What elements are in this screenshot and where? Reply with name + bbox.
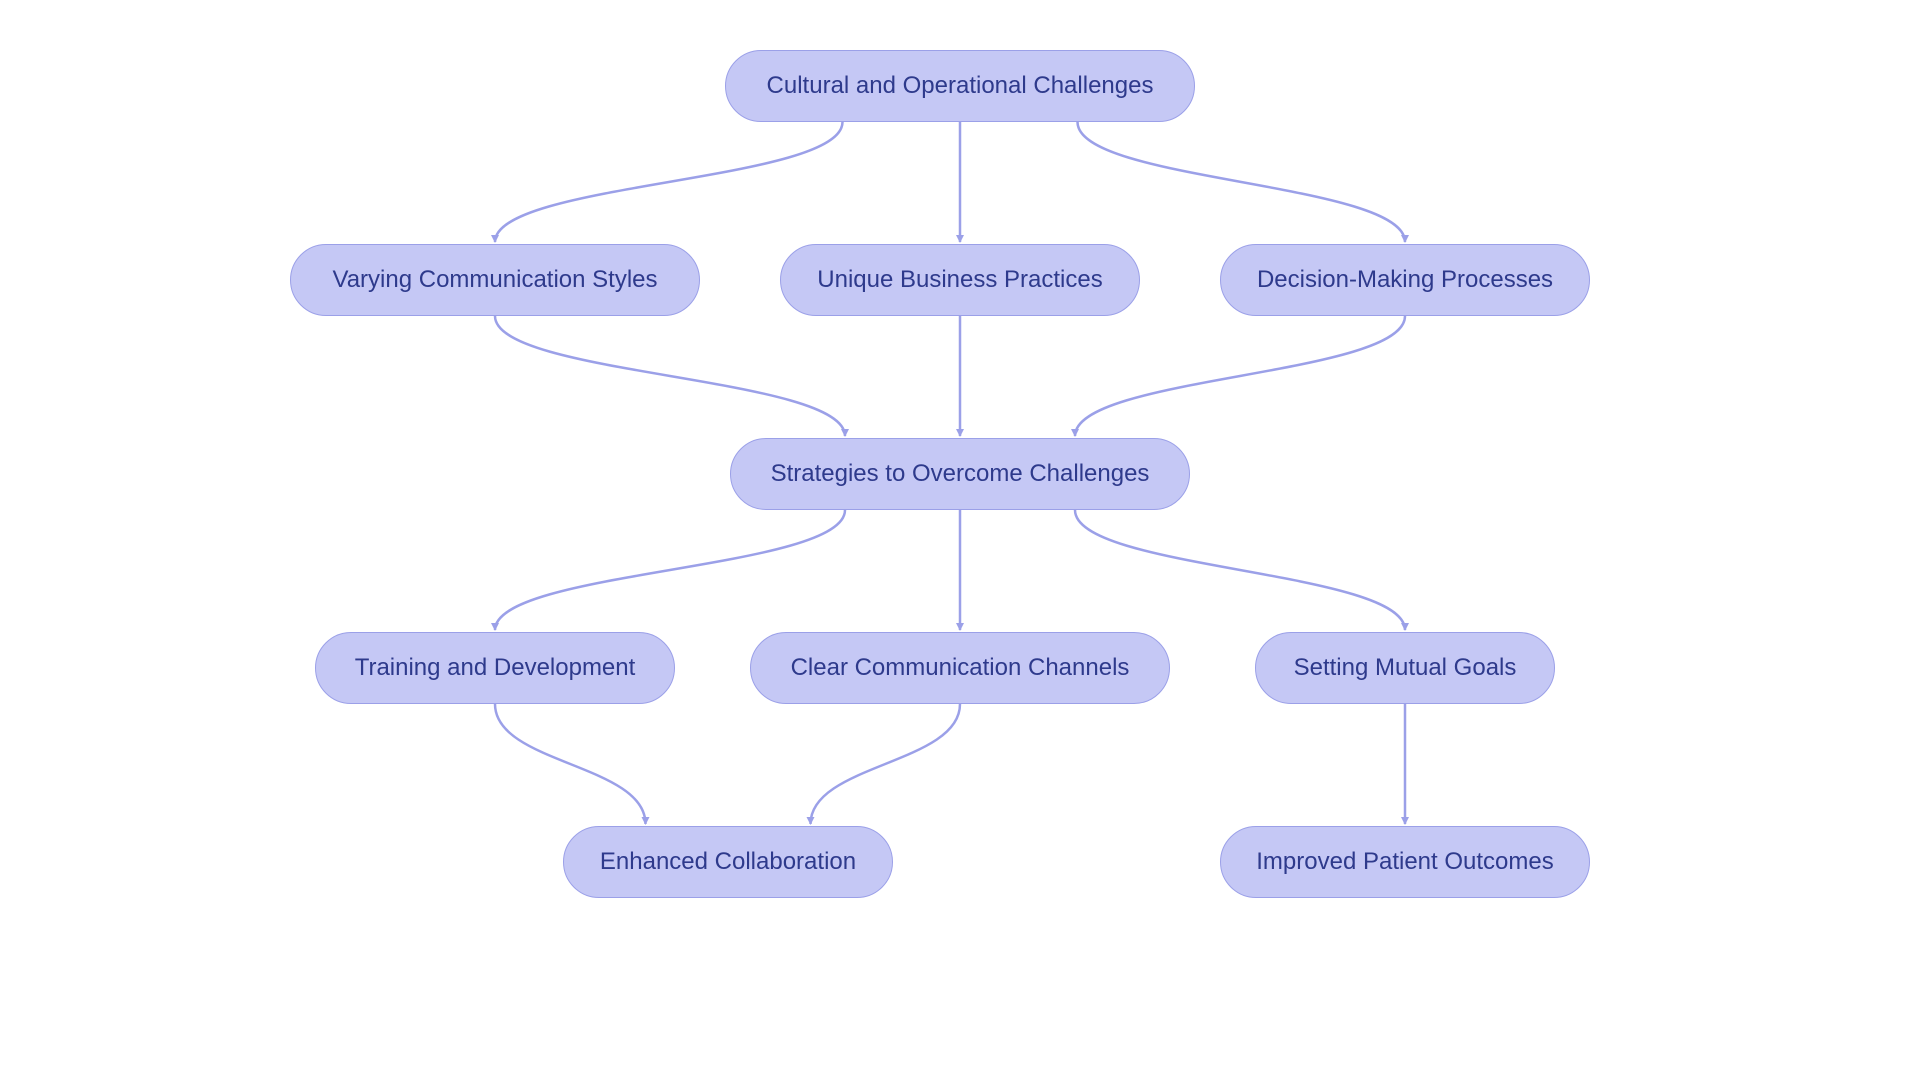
node-label: Improved Patient Outcomes [1256,848,1553,876]
edges-layer [0,0,1920,1083]
node-label: Enhanced Collaboration [600,848,856,876]
edge-root-comm [495,122,843,242]
node-train: Training and Development [315,632,675,704]
edge-comm-strat [495,316,845,436]
node-label: Cultural and Operational Challenges [767,72,1154,100]
edge-root-dec [1078,122,1406,242]
node-label: Strategies to Overcome Challenges [771,460,1150,488]
edge-strat-goals [1075,510,1405,630]
node-goals: Setting Mutual Goals [1255,632,1555,704]
node-comm: Varying Communication Styles [290,244,700,316]
node-label: Setting Mutual Goals [1294,654,1517,682]
edge-clear-collab [811,704,961,824]
edge-strat-train [495,510,845,630]
node-label: Clear Communication Channels [791,654,1130,682]
node-label: Varying Communication Styles [332,266,657,294]
node-label: Training and Development [355,654,636,682]
edge-train-collab [495,704,646,824]
node-strat: Strategies to Overcome Challenges [730,438,1190,510]
node-dec: Decision-Making Processes [1220,244,1590,316]
node-collab: Enhanced Collaboration [563,826,893,898]
node-biz: Unique Business Practices [780,244,1140,316]
node-clear: Clear Communication Channels [750,632,1170,704]
edge-dec-strat [1075,316,1405,436]
node-label: Unique Business Practices [817,266,1102,294]
node-patient: Improved Patient Outcomes [1220,826,1590,898]
node-root: Cultural and Operational Challenges [725,50,1195,122]
node-label: Decision-Making Processes [1257,266,1553,294]
